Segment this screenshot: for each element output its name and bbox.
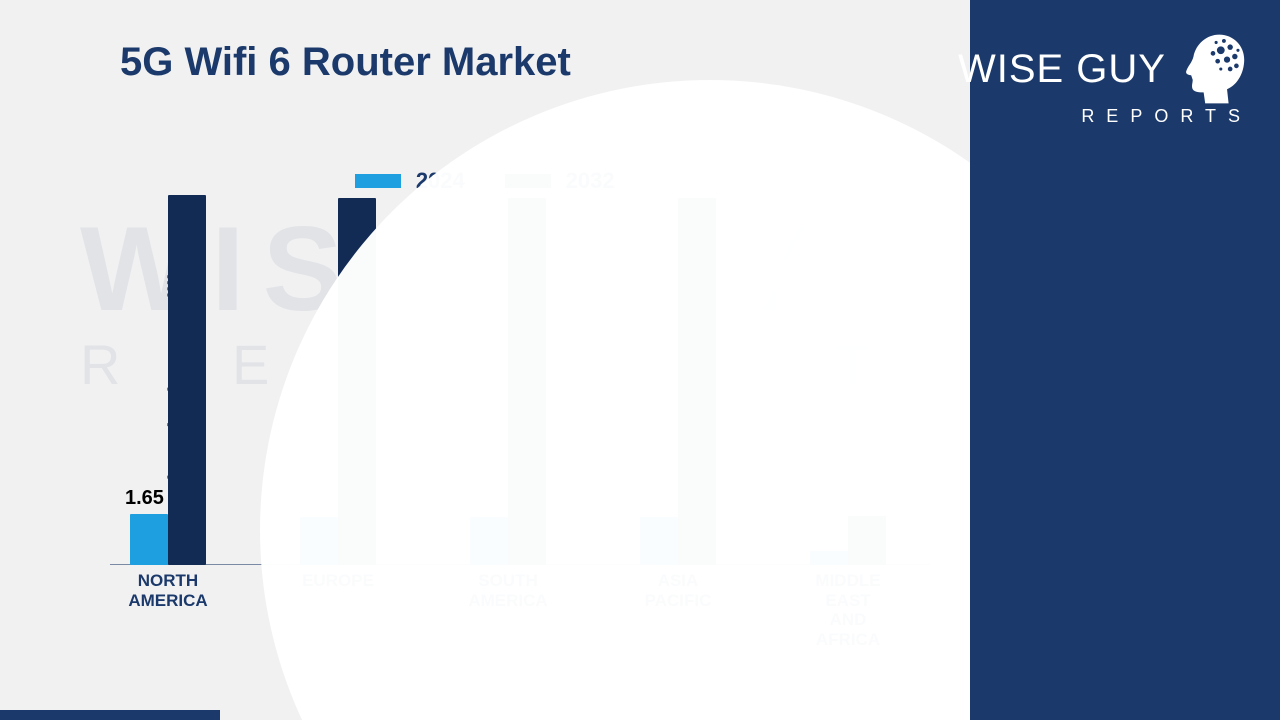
value-label: 1.65 [125,487,164,510]
stage: WISE GUY R E P O R T S 5G Wifi 6 Router … [0,0,1280,720]
logo-head-icon [1174,30,1252,108]
bar [168,195,206,565]
logo-sub-text: REPORTS [958,106,1252,127]
bottom-accent-bar [0,710,220,720]
category-label: NORTHAMERICA [103,571,233,610]
logo-main-text: WISE GUY [958,47,1166,92]
chart-title: 5G Wifi 6 Router Market [120,40,571,85]
brand-logo: WISE GUY REPORTS [958,30,1252,127]
bar [130,514,168,565]
legend-swatch-2024 [355,174,401,188]
